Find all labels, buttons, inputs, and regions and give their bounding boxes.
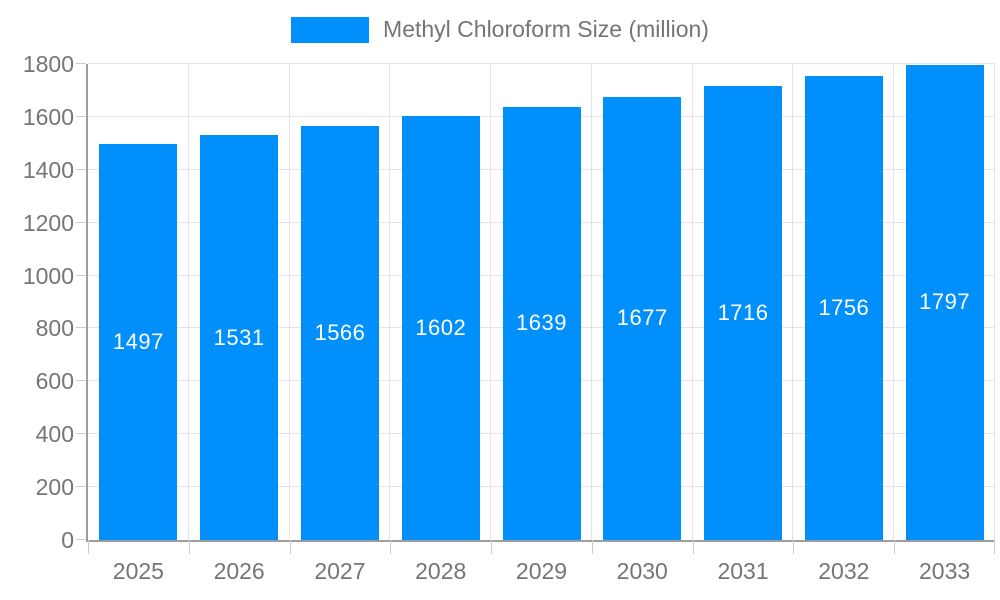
x-axis-tick (188, 540, 190, 554)
legend-label: Methyl Chloroform Size (million) (383, 16, 709, 42)
y-axis-labels: 0 200 400 600 800 1000 1200 1400 1600 1800 (0, 51, 74, 553)
y-axis-tick (76, 433, 86, 435)
y-axis-tick-label: 600 (35, 368, 74, 395)
y-axis-tick (76, 486, 86, 488)
bar[interactable]: 1716 (704, 86, 783, 540)
x-axis-tick-label: 2027 (314, 558, 366, 584)
x-gridline (490, 64, 492, 540)
x-gridline (792, 64, 794, 540)
bar[interactable]: 1797 (905, 64, 984, 540)
bar-value-label: 1797 (919, 289, 971, 315)
plot-area: 1497 1531 1566 1602 1639 1677 1716 1756 1797 (76, 63, 995, 554)
x-axis-tick-label: 2033 (919, 558, 971, 584)
x-axis-tick (793, 540, 795, 554)
x-axis-tick-label: 2025 (112, 558, 164, 584)
bar[interactable]: 1677 (603, 96, 682, 540)
bar[interactable]: 1531 (200, 135, 279, 540)
bar[interactable]: 1602 (401, 116, 480, 540)
y-axis-tick (76, 327, 86, 329)
y-axis-tick-label: 0 (61, 527, 74, 553)
y-axis-tick (76, 274, 86, 276)
x-gridline (590, 64, 592, 540)
bar-value-label: 1639 (516, 310, 567, 336)
x-axis-tick-label: 2026 (213, 558, 265, 584)
x-gridline (994, 64, 995, 540)
x-gridline (893, 64, 895, 540)
x-gridline (691, 64, 693, 540)
x-axis-tick-label: 2030 (616, 558, 668, 584)
bar[interactable]: 1639 (502, 106, 581, 540)
bar-value-label: 1716 (717, 300, 769, 326)
x-axis-tick-label: 2031 (717, 558, 769, 584)
y-axis-tick (76, 168, 86, 170)
x-axis-tick (591, 540, 593, 554)
bar-value-label: 1531 (213, 324, 265, 350)
y-axis-tick-label: 1000 (22, 262, 74, 289)
x-axis-tick-label: 2029 (515, 558, 568, 584)
bar[interactable]: 1497 (99, 144, 178, 540)
x-axis-tick (894, 540, 896, 554)
bar-value-label: 1602 (415, 315, 467, 341)
y-axis-tick (76, 380, 86, 382)
y-axis-tick-label: 1600 (22, 103, 74, 130)
y-axis-tick-label: 800 (35, 315, 74, 342)
x-axis-tick (491, 540, 493, 554)
bar[interactable]: 1566 (300, 125, 379, 540)
x-axis-tick (390, 540, 392, 554)
legend[interactable]: Methyl Chloroform Size (million) (0, 16, 1000, 43)
x-axis-tick (692, 540, 694, 554)
y-axis-tick-label: 400 (35, 421, 74, 448)
x-axis-tick (88, 540, 89, 554)
x-gridline (389, 64, 391, 540)
x-axis-tick (994, 540, 995, 554)
y-axis-tick (76, 115, 86, 117)
bar-value-label: 1497 (112, 329, 164, 355)
x-gridline (288, 64, 290, 540)
bar-value-label: 1756 (818, 294, 870, 320)
bar-value-label: 1566 (314, 319, 366, 345)
y-gridline (88, 63, 995, 64)
x-axis-tick (289, 540, 291, 554)
y-axis-tick (76, 63, 86, 64)
x-gridline (187, 64, 189, 540)
y-axis-tick (76, 221, 86, 223)
x-axis-tick-label: 2032 (818, 558, 870, 584)
y-axis-tick-label: 1400 (22, 156, 74, 183)
legend-swatch-icon (291, 16, 370, 43)
bar[interactable]: 1756 (804, 75, 883, 540)
y-axis-tick-label: 1800 (22, 51, 74, 77)
y-axis-tick (76, 539, 86, 540)
y-axis-tick-label: 200 (35, 474, 74, 501)
x-axis-tick-label: 2028 (415, 558, 467, 584)
y-axis-tick-label: 1200 (22, 209, 74, 236)
bar-value-label: 1677 (616, 305, 668, 331)
